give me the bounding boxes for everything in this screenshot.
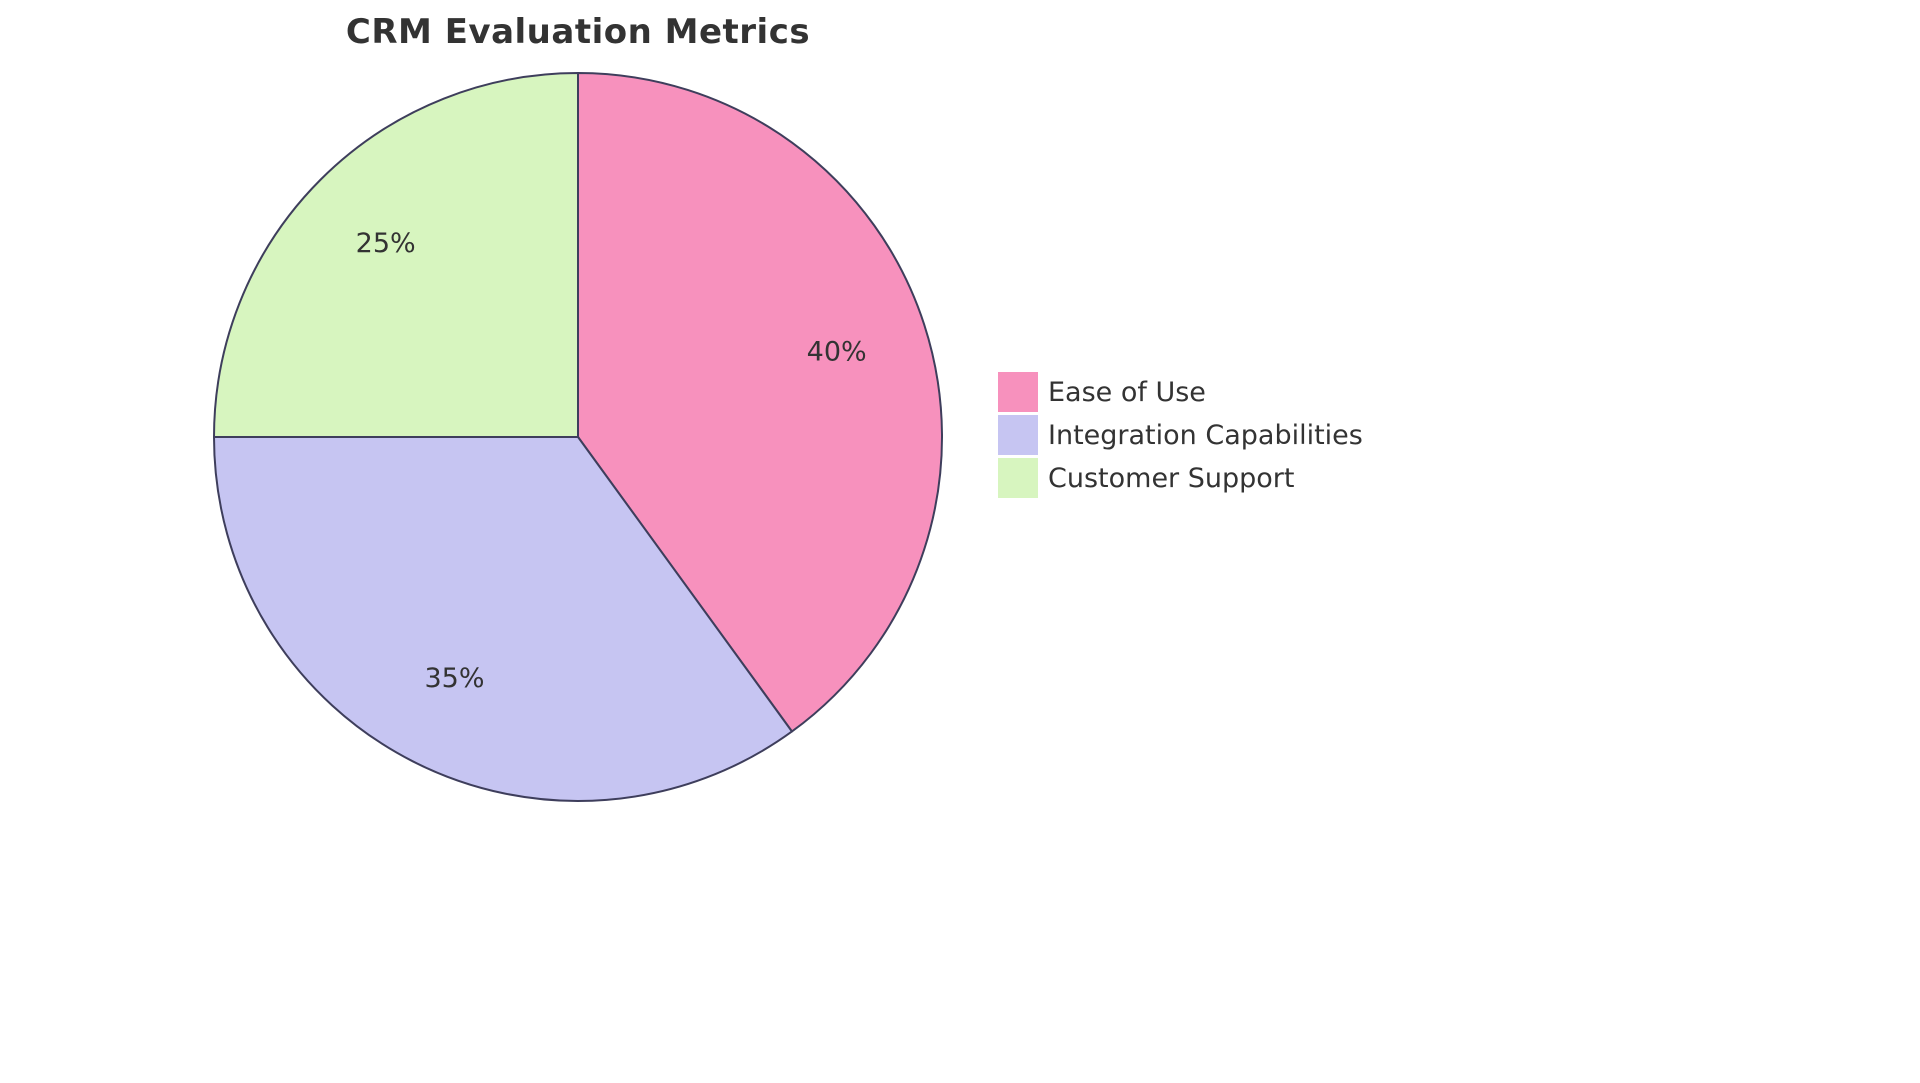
legend-label-integration-capabilities: Integration Capabilities: [1048, 419, 1363, 451]
legend-swatch-customer-support: [998, 458, 1038, 498]
pie-slice-ease-of-use: [577, 72, 943, 733]
legend-label-customer-support: Customer Support: [1048, 462, 1295, 494]
pie-slice-customer-support: [213, 72, 579, 438]
legend-swatch-integration-capabilities: [998, 415, 1038, 455]
chart-title: CRM Evaluation Metrics: [345, 12, 811, 52]
pie-slice-value-label-ease-of-use: 40%: [807, 336, 867, 367]
pie-slice-value-label-integration-capabilities: 35%: [425, 663, 485, 694]
legend-item-integration-capabilities: Integration Capabilities: [998, 415, 1363, 455]
legend-item-ease-of-use: Ease of Use: [998, 372, 1363, 412]
legend-swatch-ease-of-use: [998, 372, 1038, 412]
pie-slice-value-label-customer-support: 25%: [356, 228, 416, 259]
legend-label-ease-of-use: Ease of Use: [1048, 376, 1206, 408]
pie-slice-integration-capabilities: [213, 436, 793, 802]
legend-item-customer-support: Customer Support: [998, 458, 1363, 498]
legend: Ease of Use Integration Capabilities Custo…: [998, 372, 1363, 498]
